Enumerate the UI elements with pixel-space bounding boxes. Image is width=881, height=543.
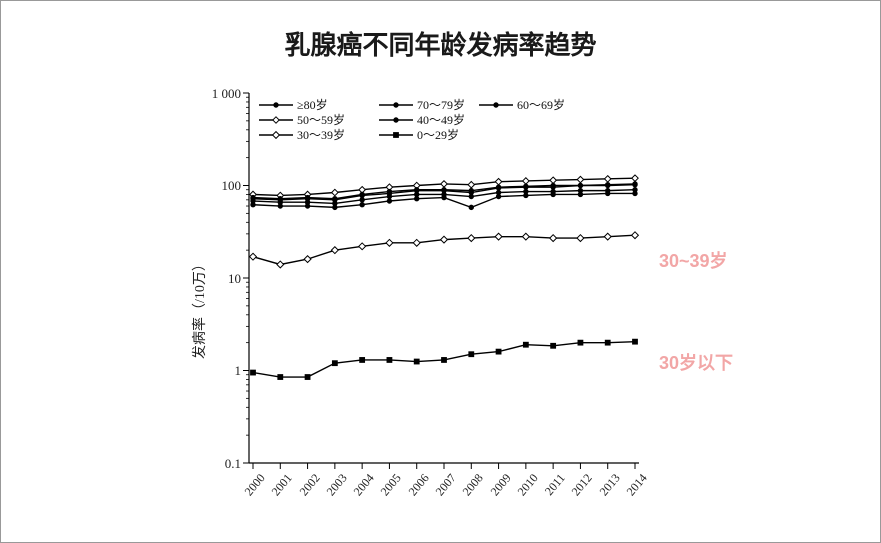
x-tick-label: 2000 (235, 471, 268, 507)
y-tick-label: 0.1 (195, 456, 241, 472)
annotation-under-30: 30岁以下 (659, 349, 733, 375)
x-tick-label: 2009 (481, 471, 514, 507)
y-tick-label: 1 (195, 363, 241, 379)
chart-plot: ≥80岁 70～79岁 60～69岁 50～59岁 40～49岁 30～39岁 0～29岁 (249, 93, 639, 463)
line-chart-svg: ≥80岁 70～79岁 60～69岁 50～59岁 40～49岁 30～39岁 0～29岁 (249, 93, 639, 463)
x-tick-label: 2004 (344, 471, 377, 507)
x-tick-label: 2014 (617, 471, 650, 507)
x-tick-label: 2010 (508, 471, 541, 507)
svg-text:70～79岁: 70～79岁 (417, 97, 465, 112)
x-tick-label: 2001 (262, 471, 295, 507)
x-tick-label: 2013 (590, 471, 623, 507)
x-tick-label: 2008 (453, 471, 486, 507)
svg-text:≥80岁: ≥80岁 (297, 97, 328, 112)
x-tick-label: 2011 (535, 471, 568, 507)
svg-text:60～69岁: 60～69岁 (517, 97, 565, 112)
x-tick-label: 2003 (317, 471, 350, 507)
y-tick-label: 100 (195, 178, 241, 194)
x-tick-label: 2005 (372, 471, 405, 507)
svg-text:0～29岁: 0～29岁 (417, 127, 459, 142)
y-tick-label: 10 (195, 271, 241, 287)
x-tick-label: 2007 (426, 471, 459, 507)
chart-title: 乳腺癌不同年龄发病率趋势 (1, 25, 880, 62)
x-tick-label: 2002 (290, 471, 323, 507)
y-tick-label: 1 000 (195, 86, 241, 102)
svg-text:30～39岁: 30～39岁 (297, 127, 345, 142)
x-tick-label: 2006 (399, 471, 432, 507)
svg-text:50～59岁: 50～59岁 (297, 112, 345, 127)
annotation-30-39: 30~39岁 (659, 247, 728, 273)
chart-frame: 乳腺癌不同年龄发病率趋势 30~39岁 30岁以下 发病率（/10万） ≥80岁… (0, 0, 881, 543)
svg-text:40～49岁: 40～49岁 (417, 112, 465, 127)
x-tick-label: 2012 (563, 471, 596, 507)
